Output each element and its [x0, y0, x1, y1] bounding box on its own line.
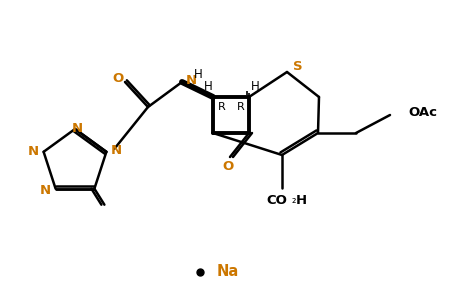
Text: Na: Na	[217, 265, 239, 280]
Text: R: R	[237, 102, 245, 112]
Text: ₂: ₂	[292, 195, 296, 205]
Text: CO: CO	[267, 194, 287, 206]
Text: H: H	[194, 67, 202, 80]
Text: O: O	[222, 160, 234, 172]
Text: N: N	[186, 73, 197, 86]
Text: H: H	[296, 194, 307, 206]
Text: N: N	[72, 122, 83, 135]
Text: O: O	[112, 72, 123, 85]
Text: N: N	[40, 184, 51, 197]
Text: OAc: OAc	[408, 107, 437, 119]
Text: R: R	[218, 102, 226, 112]
Text: N: N	[28, 145, 39, 158]
Text: N: N	[111, 144, 122, 157]
Text: H: H	[204, 80, 213, 94]
Text: H: H	[251, 80, 259, 94]
Text: S: S	[293, 61, 303, 73]
